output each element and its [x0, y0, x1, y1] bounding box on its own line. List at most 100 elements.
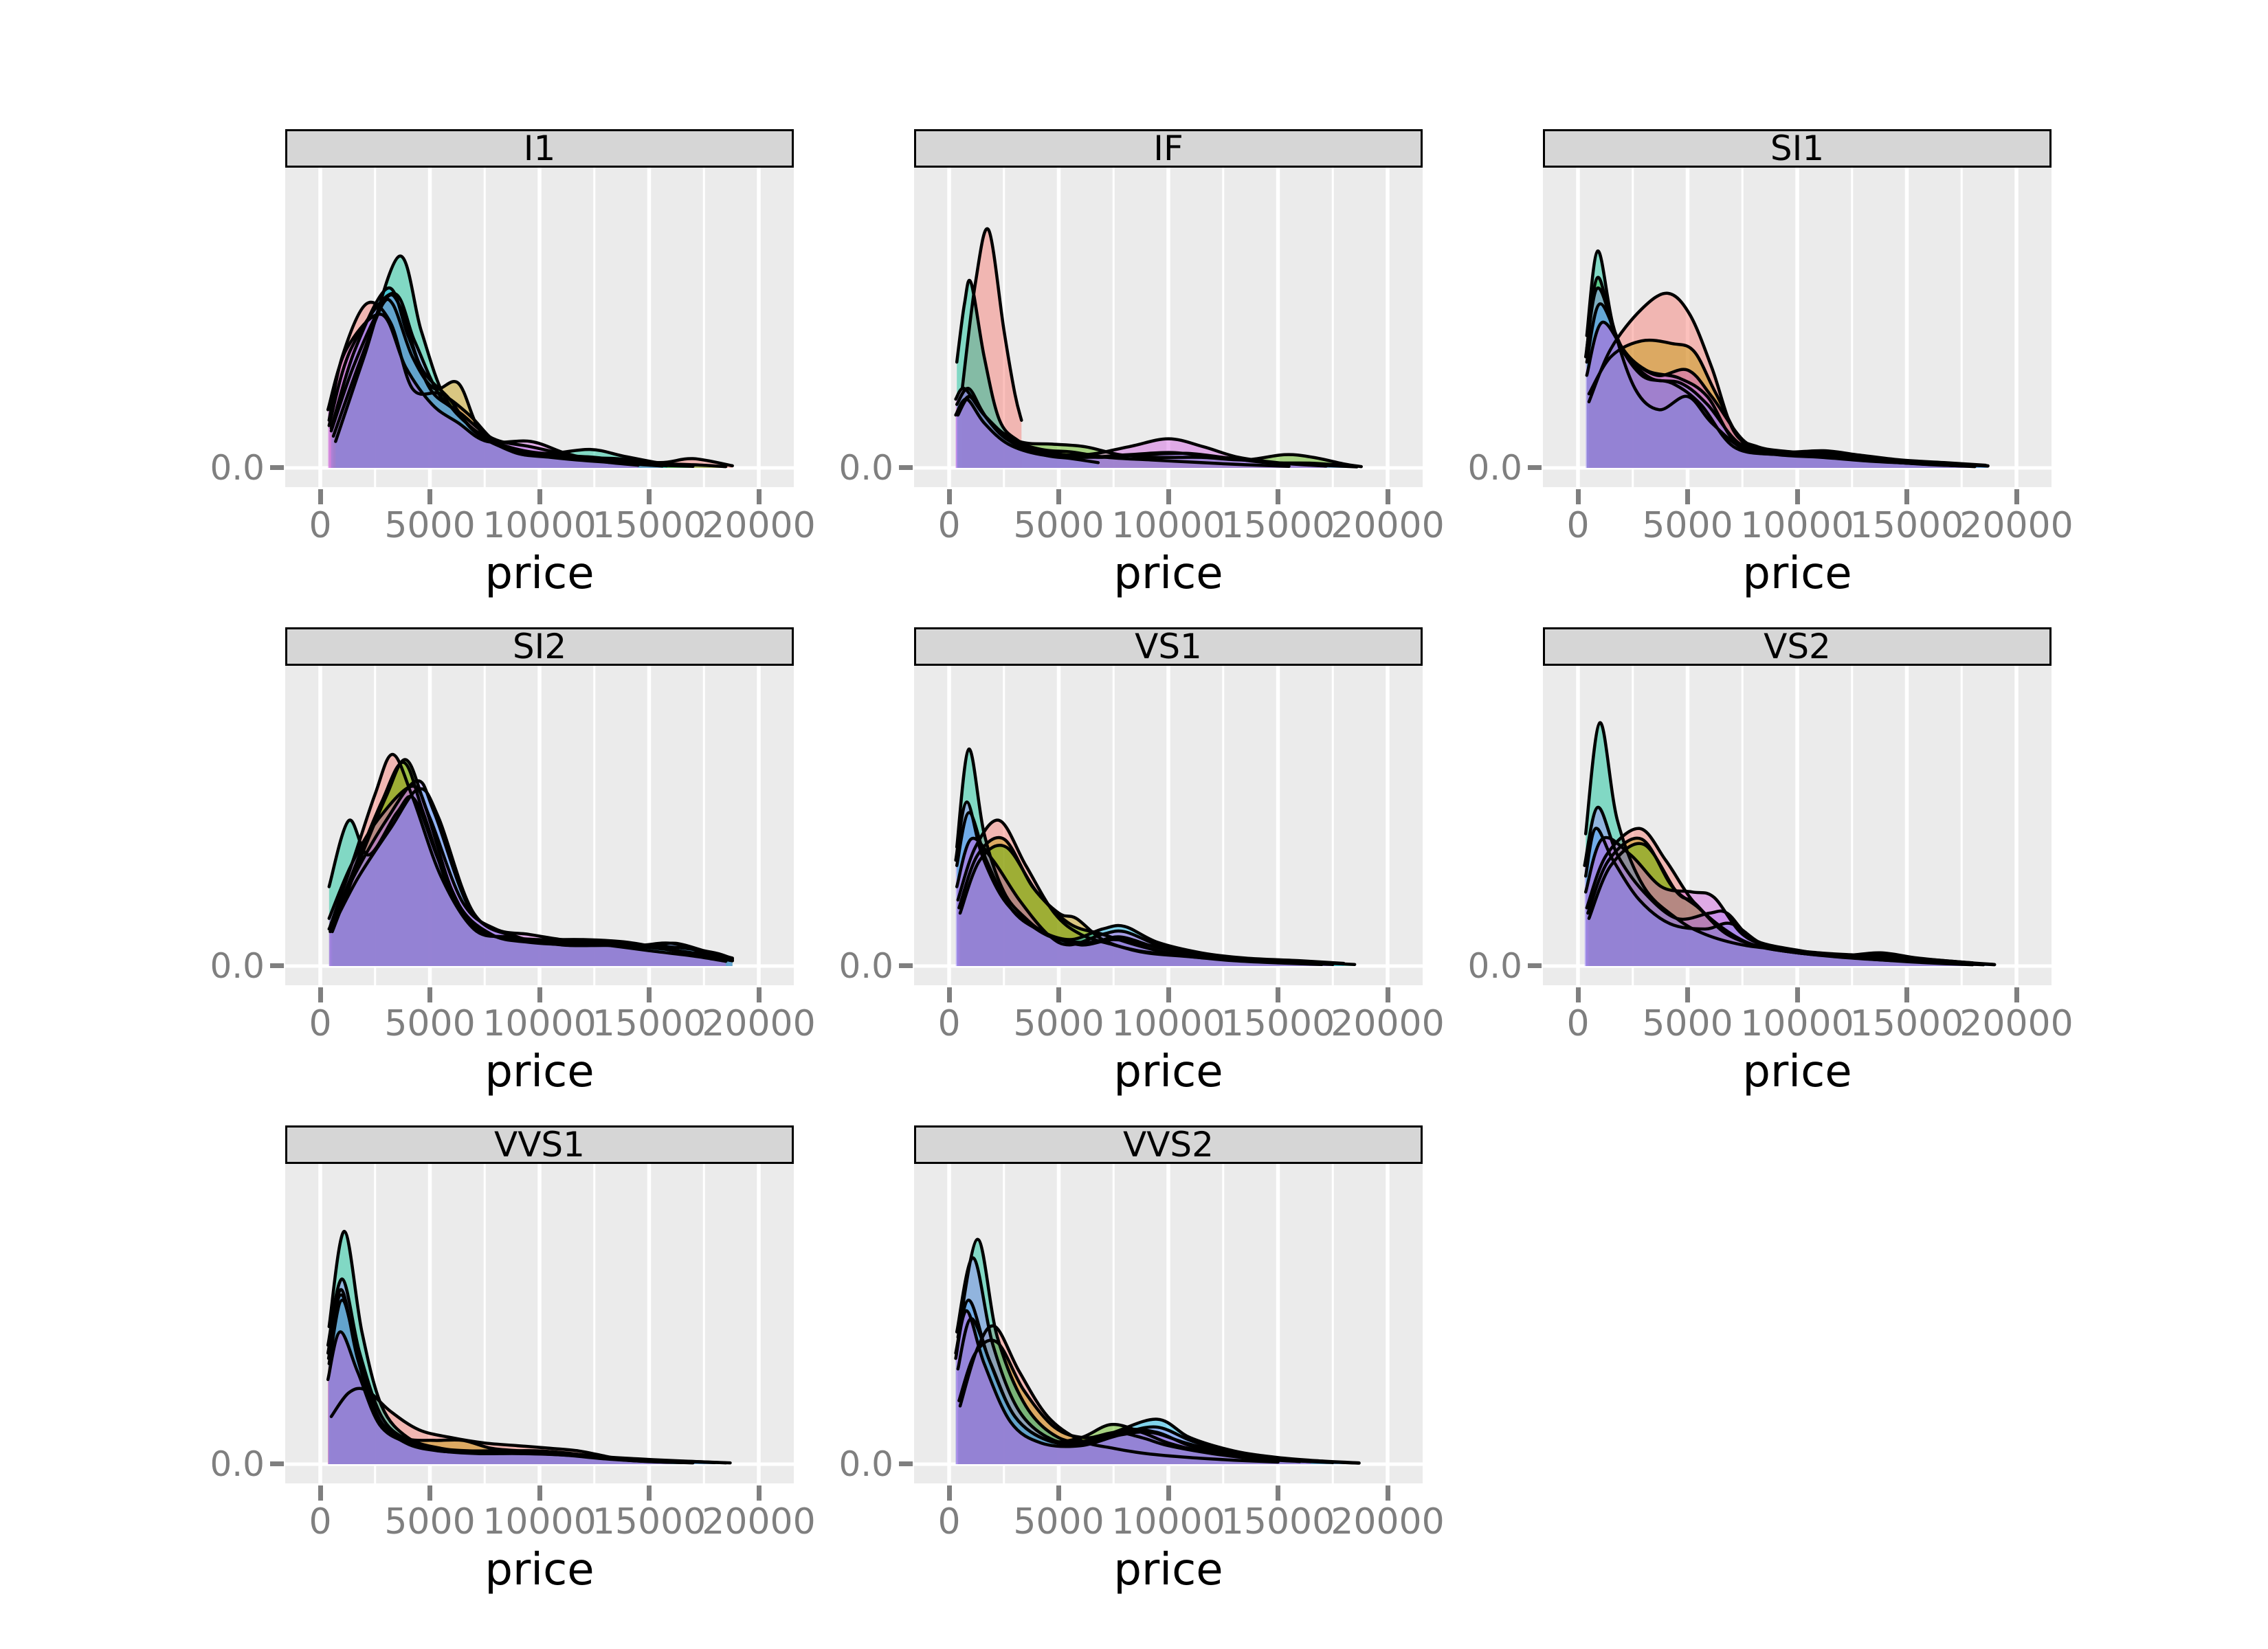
x-axis-tick [427, 987, 432, 1002]
density-fill [960, 1325, 1278, 1464]
x-axis-tick [756, 987, 761, 1002]
x-axis-tick-label: 15000 [1221, 1003, 1335, 1044]
x-axis-tick-label: 15000 [592, 1501, 707, 1543]
panel-plot-area [1543, 666, 2052, 985]
x-axis-tick-label: 5000 [384, 505, 476, 546]
x-axis-tick [1276, 489, 1280, 504]
x-axis-title: price [1742, 548, 1852, 599]
density-outline [955, 836, 1335, 966]
facet: IF 0.0 0 5000 10000 15000 20000 price [835, 128, 1445, 599]
density-fill [1586, 837, 1984, 966]
x-axis-tick [318, 489, 323, 504]
y-axis-tick [270, 963, 284, 968]
y-axis: 0.0 [835, 168, 914, 487]
density-fill [329, 1300, 693, 1464]
x-axis-tick-label: 20000 [702, 1003, 816, 1044]
x-axis-tick-label: 15000 [1221, 1501, 1335, 1543]
x-axis-tick-label: 10000 [482, 1501, 597, 1543]
x-axis-tick-label: 15000 [1849, 1003, 1964, 1044]
x-axis-tick [1056, 489, 1061, 504]
density-plot [285, 168, 794, 487]
x-axis-tick [537, 987, 542, 1002]
x-axis: 0 5000 10000 15000 20000 [914, 1483, 1445, 1543]
x-axis-tick [946, 987, 952, 1002]
density-fill [1589, 293, 1962, 468]
x-axis-tick-label: 0 [937, 1003, 961, 1044]
y-axis-tick [270, 465, 284, 470]
density-plot [1543, 168, 2052, 487]
x-axis-tick [946, 489, 952, 504]
y-axis-zero-label: 0.0 [838, 1444, 893, 1484]
x-axis-tick [2014, 987, 2019, 1002]
x-axis-tick [1166, 987, 1171, 1002]
y-axis-zero-label: 0.0 [210, 448, 265, 488]
y-axis-zero-label: 0.0 [1467, 448, 1522, 488]
x-axis-tick [427, 1485, 432, 1501]
x-axis: 0 5000 10000 15000 20000 [285, 487, 816, 546]
density-fill [332, 759, 733, 966]
x-axis-tick-label: 10000 [1740, 505, 1854, 546]
density-fill [1586, 288, 1988, 468]
density-outline [954, 1309, 1313, 1463]
x-axis-tick-label: 0 [309, 1501, 332, 1543]
x-axis-tick-label: 10000 [1740, 1003, 1854, 1044]
x-axis-tick-label: 20000 [702, 505, 816, 546]
facet: I1 0.0 0 5000 10000 15000 20000 price [206, 129, 816, 596]
x-axis-tick [1385, 1485, 1390, 1501]
x-axis: 0 5000 10000 15000 20000 [914, 487, 1445, 546]
x-axis-tick-label: 20000 [1331, 1003, 1445, 1044]
facet-strip-label: VVS1 [494, 1125, 585, 1165]
x-axis-tick [647, 489, 652, 504]
y-axis-tick [1528, 963, 1542, 968]
x-axis-tick-label: 15000 [1221, 505, 1335, 546]
x-axis: 0 5000 10000 15000 20000 [1543, 985, 2074, 1044]
density-fill [957, 1239, 1359, 1464]
y-axis-zero-label: 0.0 [1467, 946, 1522, 986]
x-axis-title: price [1742, 1046, 1852, 1097]
y-axis-zero-label: 0.0 [210, 946, 265, 986]
x-axis-tick-label: 0 [1566, 505, 1590, 546]
density-outline [1583, 286, 1990, 468]
x-axis-tick-label: 5000 [1642, 505, 1733, 546]
facet-strip: VVS2 [914, 1125, 1423, 1164]
panel-plot-area [285, 666, 794, 985]
density-fill [329, 1294, 731, 1464]
density-plot [285, 666, 794, 985]
x-axis-tick-label: 20000 [702, 1501, 816, 1543]
x-axis-tick-label: 0 [937, 1501, 961, 1543]
x-axis-tick-label: 5000 [1013, 1003, 1104, 1044]
density-outline [960, 227, 1023, 422]
x-axis-tick-label: 5000 [384, 1003, 476, 1044]
density-fill [329, 302, 733, 468]
x-axis-tick-label: 20000 [1331, 505, 1445, 546]
density-fill [329, 1231, 726, 1464]
density-fill [330, 754, 733, 966]
density-fill [331, 762, 729, 966]
facet-strip-label: IF [1153, 128, 1183, 168]
x-axis-tick [1685, 987, 1690, 1002]
x-axis-title: price [1113, 548, 1223, 599]
facet-strip-label: VVS2 [1123, 1125, 1214, 1165]
x-axis-tick [427, 489, 432, 504]
density-fill [1586, 322, 1975, 468]
x-axis-tick [1166, 1485, 1171, 1501]
density-fill [1589, 843, 1973, 966]
density-fill [1589, 340, 1966, 468]
y-axis-tick [899, 1461, 913, 1466]
x-axis-tick [537, 1485, 542, 1501]
density-fill [955, 388, 1326, 468]
density-fill [1586, 828, 1973, 966]
x-axis-title: price [1113, 1545, 1223, 1595]
panel-plot-area [285, 1164, 794, 1483]
x-axis-tick-label: 20000 [1959, 505, 2074, 546]
facet-strip-label: SI1 [1770, 128, 1825, 168]
density-fill [329, 781, 733, 966]
density-fill [957, 749, 1355, 966]
x-axis-tick [1056, 987, 1061, 1002]
x-axis-tick [1904, 489, 1909, 504]
density-outline [327, 784, 728, 963]
facet: VVS1 0.0 0 5000 10000 15000 20000 price [206, 1125, 816, 1592]
density-fill [1586, 251, 1988, 468]
y-axis-tick [899, 963, 913, 968]
